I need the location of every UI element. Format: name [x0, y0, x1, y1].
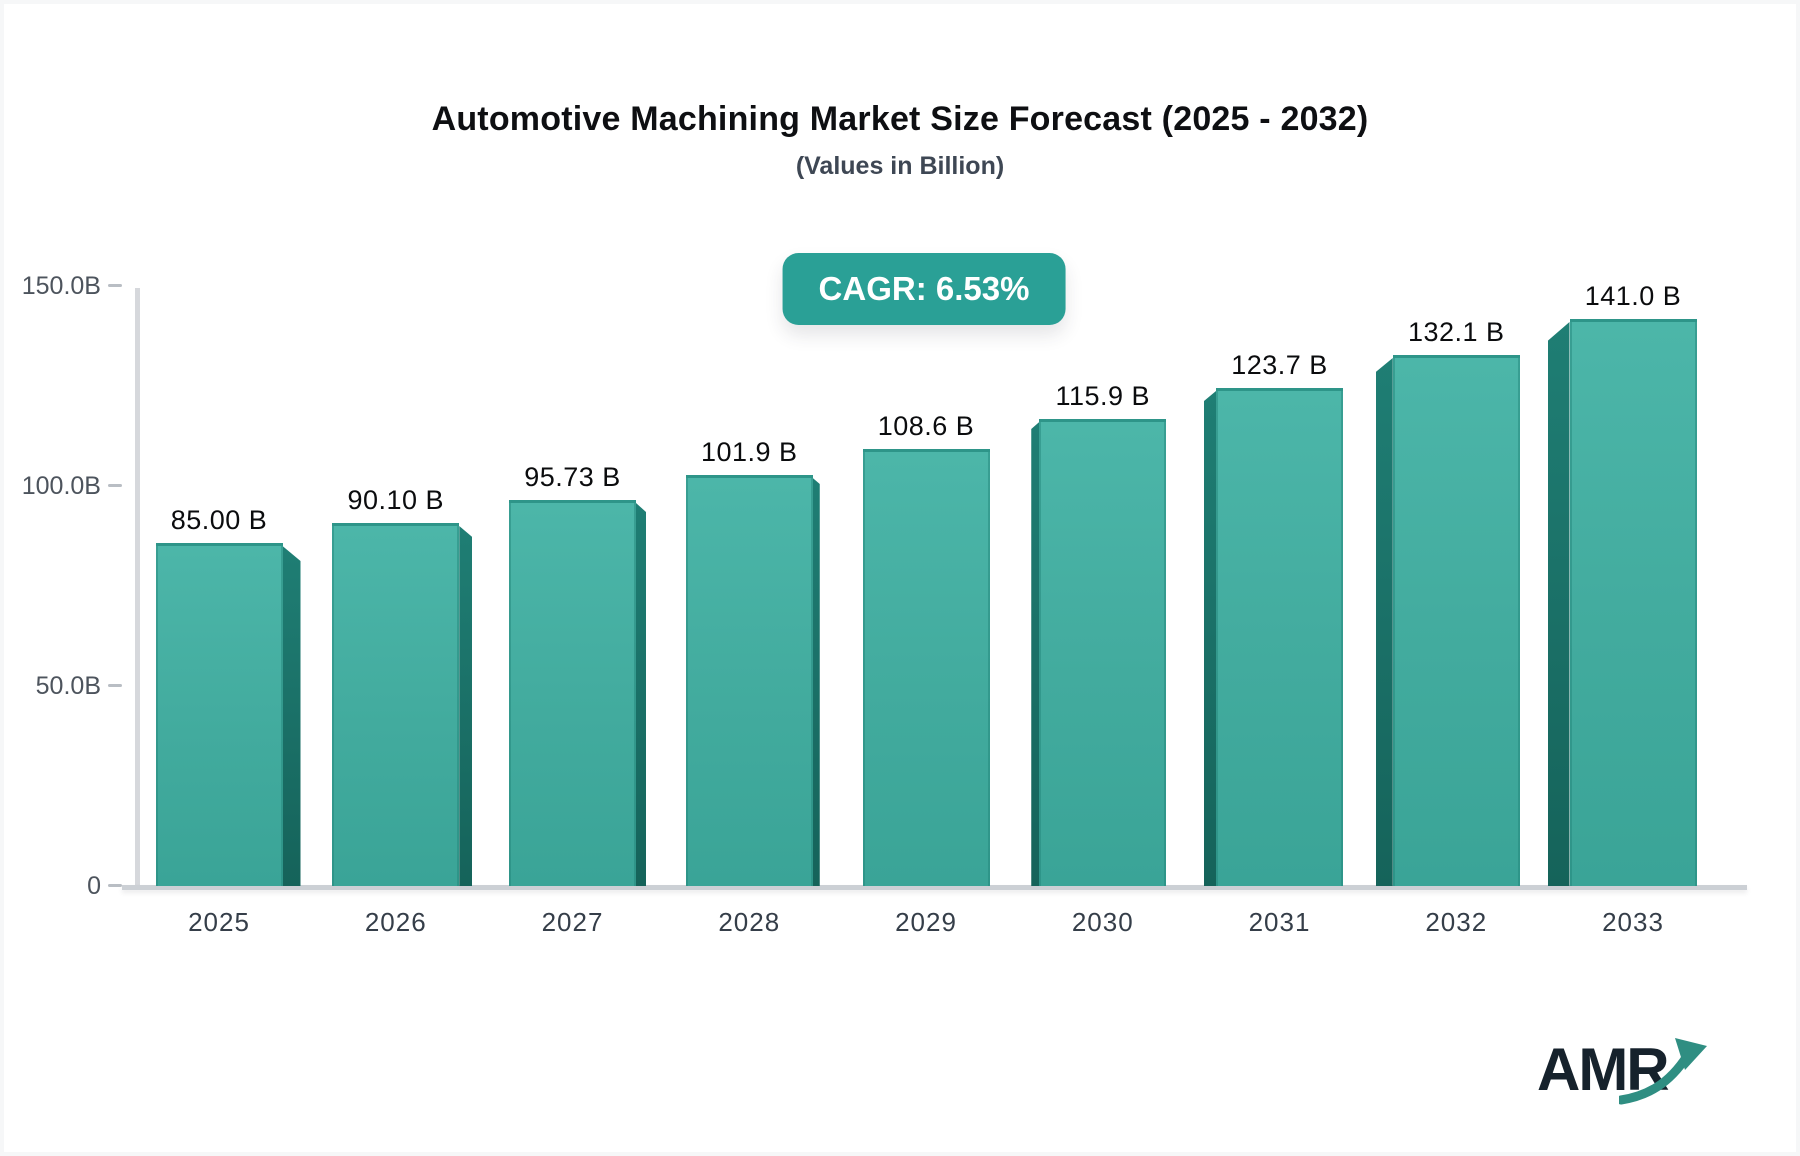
x-tick-label-2025: 2025 [188, 907, 250, 937]
bar-value-label-2029: 108.6 B [877, 411, 975, 441]
chart-title: Automotive Machining Market Size Forecas… [431, 100, 1369, 138]
x-tick-label-2027: 2027 [541, 907, 604, 937]
y-axis-line [135, 288, 140, 886]
y-tick-label: 150.0B [21, 272, 101, 300]
bar-2032 [1392, 355, 1520, 886]
bar-chart-plot-area: 0 50.0B 100.0B 150.0B 85.00 B 2025 90.10 B 202… [4, 272, 1800, 937]
bar-2033 [1569, 319, 1697, 886]
bar-value-label-2028: 101.9 B [700, 437, 798, 467]
bar-value-label-2031: 123.7 B [1231, 350, 1328, 380]
x-tick-label-2032: 2032 [1425, 907, 1488, 937]
bar-2030-side-face [1031, 422, 1040, 886]
bar-2028 [685, 475, 813, 886]
bar-2026 [332, 523, 460, 886]
amr-logo-growth-arrow-icon [1619, 1038, 1707, 1105]
chart-card: Automotive Machining Market Size Forecas… [4, 4, 1796, 1152]
y-tick-label: 100.0B [21, 472, 101, 500]
y-tick-dash [108, 284, 122, 287]
bar-value-label-2033: 141.0 B [1584, 281, 1682, 311]
bar-2032-side-face [1375, 358, 1393, 886]
bar-2026-side-face [459, 526, 473, 886]
cagr-badge: CAGR: 6.53% [782, 253, 1066, 325]
bar-2033-side-face [1547, 322, 1570, 886]
y-tick-label: 0 [87, 872, 101, 900]
x-tick-label-2028: 2028 [718, 907, 781, 937]
bar-value-label-2026: 90.10 B [347, 485, 445, 515]
bar-2025 [155, 543, 283, 886]
bar-2029 [862, 449, 990, 886]
bar-value-label-2032: 132.1 B [1407, 317, 1505, 347]
bar-2027-side-face [636, 503, 646, 886]
bar-value-label-2025: 85.00 B [170, 505, 268, 535]
bar-2031 [1216, 388, 1343, 886]
bar-value-label-2030: 115.9 B [1055, 381, 1151, 411]
x-tick-label-2033: 2033 [1602, 907, 1664, 937]
bar-2027 [509, 500, 636, 886]
x-tick-label-2026: 2026 [364, 907, 427, 937]
bar-2031-side-face [1204, 391, 1216, 886]
x-tick-label-2031: 2031 [1248, 907, 1311, 937]
amr-logo: AMR [1537, 1038, 1727, 1110]
bar-value-label-2027: 95.73 B [524, 462, 621, 492]
y-tick-dash [108, 484, 122, 487]
y-tick-dash [108, 684, 122, 687]
chart-subtitle: (Values in Billion) [795, 152, 1005, 180]
x-axis-baseline [122, 885, 1747, 890]
bar-2025-side-face [282, 546, 301, 886]
y-tick-dash [108, 884, 122, 887]
bar-2028-side-face [812, 478, 820, 886]
x-tick-label-2030: 2030 [1071, 907, 1134, 937]
y-tick-label: 50.0B [35, 672, 101, 700]
x-tick-label-2029: 2029 [895, 907, 957, 937]
bar-2030 [1039, 419, 1167, 886]
